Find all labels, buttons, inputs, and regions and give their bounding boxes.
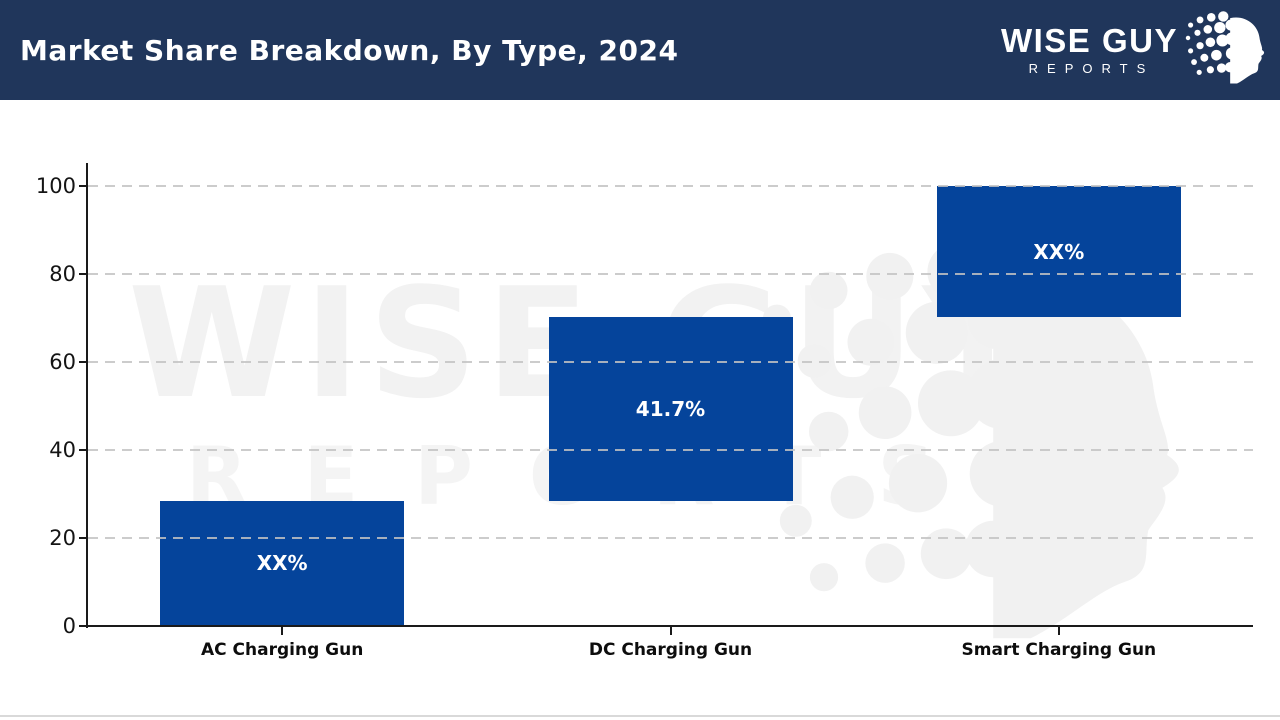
grid-line [88,273,1253,275]
y-tick-mark [79,185,86,187]
y-tick-label: 40 [49,438,76,462]
logo-subtitle: REPORTS [1028,61,1155,76]
bottom-divider [0,715,1280,717]
bar [160,500,405,626]
grid-line [88,537,1253,539]
x-axis-spine [86,625,1253,627]
grid-line [88,185,1253,187]
bar [936,186,1181,318]
y-tick-label: 80 [49,262,76,286]
x-tick-mark [1057,627,1060,635]
y-tick-label: 20 [49,526,76,550]
logo-face-icon [1185,11,1265,84]
y-tick-mark [79,449,86,451]
bar-label: XX% [256,551,308,576]
y-axis-spine [86,163,88,628]
wise-guy-logo: WISE GUY REPORTS [1001,6,1268,94]
y-tick-label: 0 [62,614,76,638]
x-tick-label: DC Charging Gun [588,640,753,660]
grid-line [88,449,1253,451]
chart-area: WISE GUY REPORTS 020406080100XX%41.7%XX%… [0,100,1280,720]
x-tick-mark [669,627,672,635]
y-tick-mark [79,625,86,627]
bar-label: 41.7% [635,396,706,421]
y-tick-label: 60 [49,350,76,374]
x-tick-label: Smart Charging Gun [961,640,1157,660]
y-tick-mark [79,537,86,539]
logo-wordmark: WISE GUY [1000,22,1178,59]
x-tick-mark [281,627,284,635]
grid-line [88,361,1253,363]
x-tick-label: AC Charging Gun [200,640,364,660]
bar [548,317,793,501]
y-tick-label: 100 [35,174,76,198]
y-tick-mark [79,273,86,275]
y-tick-mark [79,361,86,363]
header: Market Share Breakdown, By Type, 2024 WI… [0,0,1280,100]
page-title: Market Share Breakdown, By Type, 2024 [20,33,679,67]
bar-label: XX% [1033,239,1085,264]
